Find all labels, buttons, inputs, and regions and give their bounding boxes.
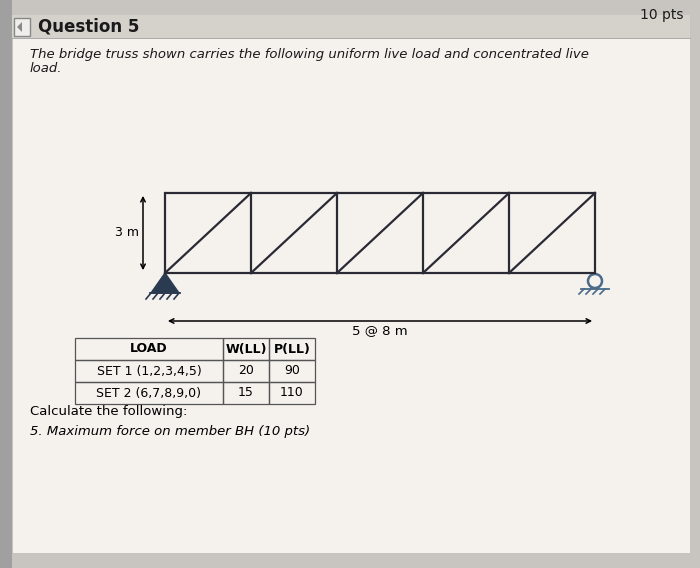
Bar [75, 360, 223, 382]
Text: W(LL): W(LL) [225, 343, 267, 356]
Bar [269, 382, 315, 404]
Text: 5 @ 8 m: 5 @ 8 m [352, 324, 408, 337]
Polygon shape [151, 273, 179, 293]
Text: 90: 90 [284, 365, 300, 378]
Bar [269, 360, 315, 382]
Bar [75, 382, 223, 404]
Text: 5. Maximum force on member BH (10 pts): 5. Maximum force on member BH (10 pts) [30, 425, 310, 438]
Text: P(LL): P(LL) [274, 343, 310, 356]
Bar [223, 360, 269, 382]
FancyBboxPatch shape [14, 18, 30, 36]
Bar [223, 382, 269, 404]
Text: 10 pts: 10 pts [640, 8, 684, 22]
Text: 3 m: 3 m [115, 227, 139, 240]
Bar [223, 338, 269, 360]
Bar [12, 15, 690, 38]
Text: 20: 20 [238, 365, 254, 378]
Text: 15: 15 [238, 386, 254, 399]
Text: SET 1 (1,2,3,4,5): SET 1 (1,2,3,4,5) [97, 365, 202, 378]
Text: SET 2 (6,7,8,9,0): SET 2 (6,7,8,9,0) [97, 386, 202, 399]
Text: load.: load. [30, 62, 62, 75]
Polygon shape [17, 22, 22, 32]
Text: The bridge truss shown carries the following uniform live load and concentrated : The bridge truss shown carries the follo… [30, 48, 589, 61]
Text: LOAD: LOAD [130, 343, 168, 356]
Text: Question 5: Question 5 [38, 18, 139, 36]
Bar [0, 0, 12, 568]
Bar [269, 338, 315, 360]
Text: Calculate the following:: Calculate the following: [30, 405, 188, 418]
Text: 110: 110 [280, 386, 304, 399]
Bar [75, 338, 223, 360]
